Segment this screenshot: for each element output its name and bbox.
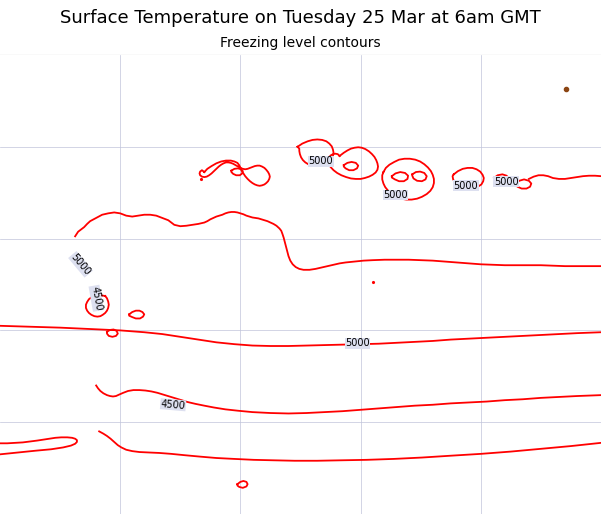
Text: 5000: 5000: [454, 181, 478, 191]
Text: 5000: 5000: [346, 338, 370, 348]
Text: 5000: 5000: [494, 177, 518, 187]
Text: 5000: 5000: [69, 252, 93, 277]
Text: 5000: 5000: [309, 156, 333, 167]
Text: 5000: 5000: [383, 190, 407, 200]
Text: Surface Temperature on Tuesday 25 Mar at 6am GMT: Surface Temperature on Tuesday 25 Mar at…: [60, 9, 541, 27]
Text: 4500: 4500: [89, 285, 103, 311]
Text: 4500: 4500: [160, 399, 186, 411]
Text: Freezing level contours: Freezing level contours: [220, 36, 381, 50]
